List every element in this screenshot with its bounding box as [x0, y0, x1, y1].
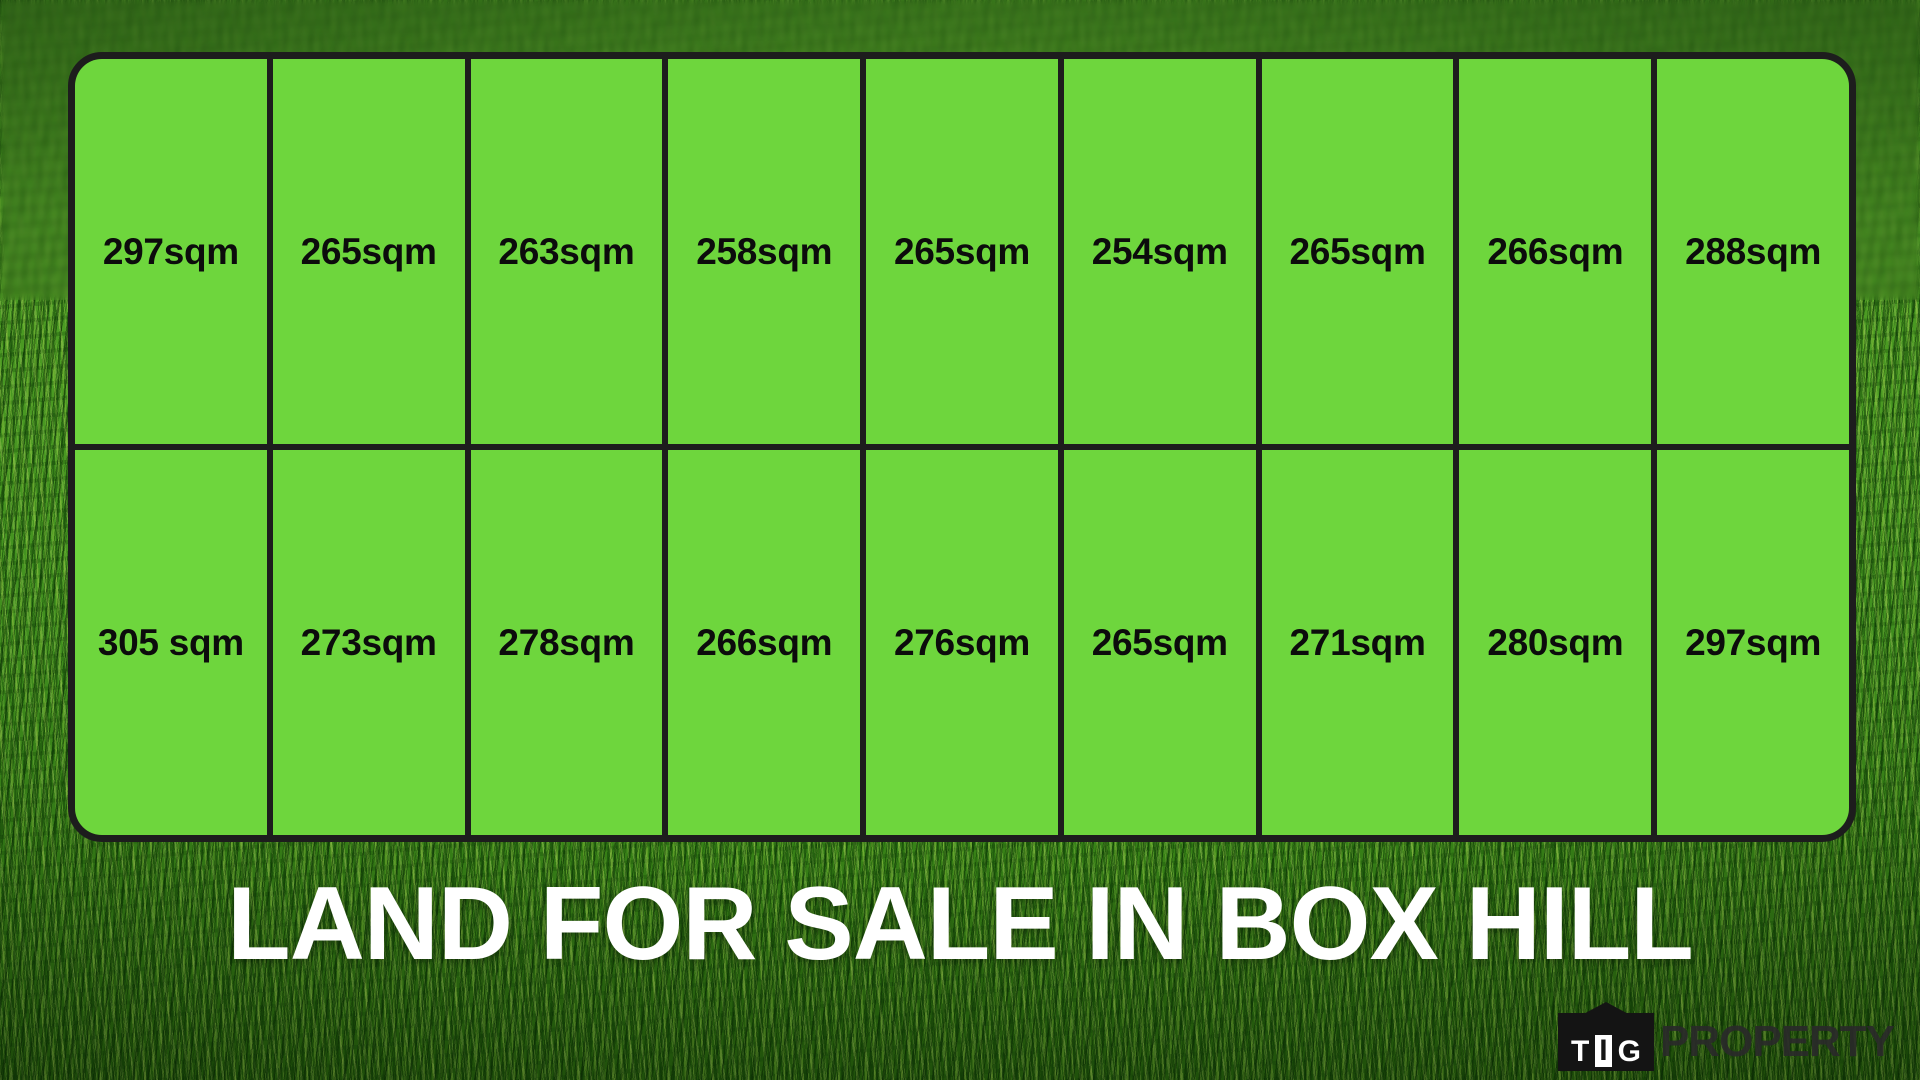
- lot-cell[interactable]: 280sqm: [1459, 450, 1652, 835]
- lot-area-label: 265sqm: [893, 230, 1030, 272]
- logo-letter-g: G: [1617, 1035, 1641, 1068]
- lot-area-label: 278sqm: [498, 621, 635, 663]
- brand-logo: T I G PROPERTY: [1557, 1002, 1895, 1074]
- lot-area-label: 288sqm: [1685, 230, 1822, 272]
- lot-cell[interactable]: 265sqm: [866, 59, 1058, 444]
- lot-cell[interactable]: 266sqm: [668, 450, 861, 835]
- lot-area-label: 297sqm: [1685, 621, 1822, 663]
- roof-icon: [1575, 1002, 1636, 1018]
- lot-cell[interactable]: 263sqm: [470, 59, 663, 444]
- lot-grid: 297sqm 265sqm 263sqm 258sqm 265sqm 254sq…: [75, 59, 1849, 835]
- lot-cell[interactable]: 265sqm: [1063, 450, 1256, 835]
- lot-cell[interactable]: 288sqm: [1657, 59, 1849, 444]
- lot-area-label: 276sqm: [893, 621, 1030, 663]
- lot-cell[interactable]: 266sqm: [1459, 59, 1652, 444]
- lot-area-label: 265sqm: [300, 230, 437, 272]
- lot-cell[interactable]: 271sqm: [1261, 450, 1454, 835]
- lot-area-label: 266sqm: [1487, 230, 1624, 272]
- house-icon: T I G: [1557, 1002, 1654, 1071]
- lot-cell[interactable]: 305 sqm: [75, 450, 267, 835]
- lot-cell[interactable]: 258sqm: [668, 59, 861, 444]
- lot-cell[interactable]: 254sqm: [1063, 59, 1256, 444]
- subdivision-lot-plan: 297sqm 265sqm 263sqm 258sqm 265sqm 254sq…: [68, 52, 1856, 842]
- lot-area-label: 297sqm: [102, 230, 239, 272]
- lot-cell[interactable]: 297sqm: [75, 59, 267, 444]
- lot-area-label: 258sqm: [696, 230, 833, 272]
- lot-area-label: 265sqm: [1091, 621, 1228, 663]
- logo-letter-t: T: [1570, 1035, 1590, 1068]
- lot-area-label: 265sqm: [1289, 230, 1426, 272]
- logo-letter-i: I: [1595, 1035, 1612, 1067]
- lot-area-label: 266sqm: [696, 621, 833, 663]
- lot-cell[interactable]: 278sqm: [470, 450, 663, 835]
- lot-area-label: 280sqm: [1487, 621, 1624, 663]
- lot-area-label: 254sqm: [1091, 230, 1228, 272]
- lot-cell[interactable]: 276sqm: [866, 450, 1058, 835]
- lot-cell[interactable]: 265sqm: [272, 59, 465, 444]
- lot-cell[interactable]: 265sqm: [1261, 59, 1454, 444]
- lot-cell[interactable]: 297sqm: [1657, 450, 1849, 835]
- lot-area-label: 271sqm: [1289, 621, 1426, 663]
- lot-cell[interactable]: 273sqm: [272, 450, 465, 835]
- lot-area-label: 305 sqm: [97, 621, 244, 663]
- lot-area-label: 273sqm: [300, 621, 437, 663]
- lot-area-label: 263sqm: [498, 230, 635, 272]
- brand-wordmark: PROPERTY: [1659, 1017, 1895, 1066]
- page-title: LAND FOR SALE IN BOX HILL: [227, 866, 1694, 982]
